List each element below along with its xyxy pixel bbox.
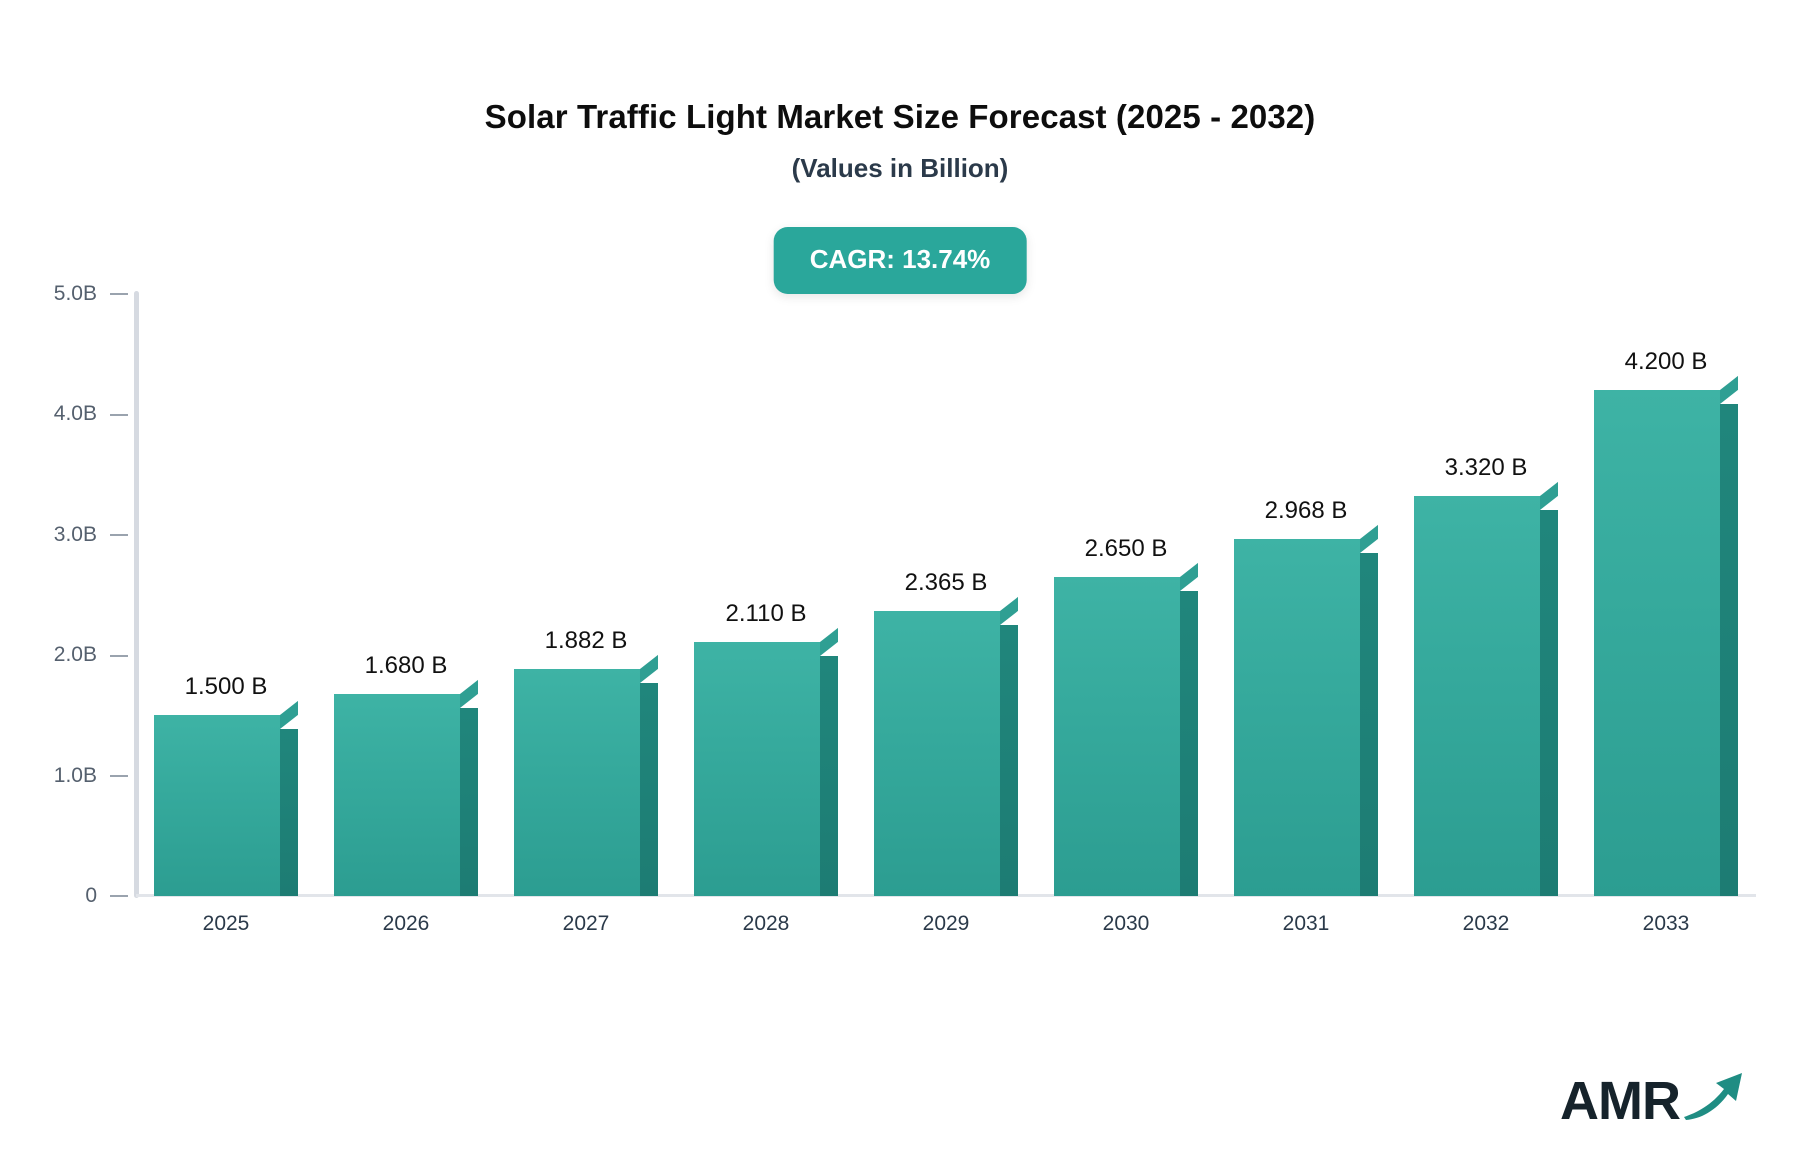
bar-front-face <box>1234 538 1360 896</box>
x-axis-tick-label: 2026 <box>382 912 430 935</box>
bar-top-face <box>460 679 478 708</box>
bar-top-face <box>640 655 658 684</box>
bar-value-label: 2.968 B <box>1264 496 1348 524</box>
bar-front-face <box>1414 496 1540 896</box>
bar-side-face <box>1720 404 1738 896</box>
bar <box>694 627 838 896</box>
y-axis-tick-label: 3.0B <box>53 522 97 546</box>
bar-front-face <box>1054 576 1180 896</box>
y-axis-tick: 2.0B <box>0 643 128 667</box>
y-axis-tick-label: 1.0B <box>53 763 97 787</box>
y-axis-tick-label: 0 <box>85 884 97 907</box>
bar-front-face <box>1594 390 1720 896</box>
trend-up-arrow-icon <box>1682 1067 1746 1126</box>
bar-front-face <box>334 693 460 896</box>
y-axis-tick-mark <box>110 895 128 898</box>
cagr-badge: CAGR: 13.74% <box>773 227 1027 294</box>
bar <box>1414 482 1558 896</box>
bar <box>334 679 478 896</box>
amr-logo: AMR <box>1560 1067 1746 1128</box>
bar <box>874 597 1018 896</box>
x-axis-tick-label: 2027 <box>562 912 610 935</box>
bar-group: 2.110 B 2028 <box>694 0 838 1156</box>
bar-value-label: 1.500 B <box>184 673 268 701</box>
bar-group: 4.200 B 2033 <box>1594 0 1738 1156</box>
bar <box>1594 376 1738 896</box>
bar-side-face <box>460 707 478 896</box>
bar <box>154 701 298 896</box>
bar-side-face <box>1180 590 1198 896</box>
bar-group: 2.365 B 2029 <box>874 0 1018 1156</box>
y-axis-tick-label: 5.0B <box>53 282 97 305</box>
y-axis-line <box>134 291 139 898</box>
y-axis-tick-mark <box>110 534 128 537</box>
x-axis-tick-label: 2025 <box>202 912 250 935</box>
bar <box>1234 524 1378 896</box>
y-axis-tick-label: 4.0B <box>53 402 97 426</box>
bar-side-face <box>820 655 838 896</box>
bar-side-face <box>640 683 658 896</box>
y-axis-tick: 4.0B <box>0 402 128 426</box>
bar-group: 1.500 B 2025 <box>154 0 298 1156</box>
bar-side-face <box>280 729 298 896</box>
bar-group: 1.882 B 2027 <box>514 0 658 1156</box>
x-axis-tick-label: 2032 <box>1462 912 1510 935</box>
x-axis-tick-label: 2029 <box>922 912 970 935</box>
bar-group: 1.680 B 2026 <box>334 0 478 1156</box>
bar-top-face <box>1540 482 1558 511</box>
x-axis-tick-label: 2028 <box>742 912 790 935</box>
bar-value-label: 2.365 B <box>904 569 988 597</box>
bar-value-label: 4.200 B <box>1624 348 1708 376</box>
bar <box>514 655 658 896</box>
logo-text: AMR <box>1560 1071 1681 1131</box>
y-axis-tick-mark <box>110 654 128 657</box>
bar-front-face <box>154 715 280 896</box>
bar-front-face <box>874 611 1000 896</box>
y-axis-tick: 1.0B <box>0 764 128 788</box>
y-axis-tick-mark <box>110 775 128 778</box>
y-axis-tick-mark <box>110 293 128 296</box>
bar-top-face <box>1000 597 1018 626</box>
y-axis-tick-label: 2.0B <box>53 643 97 667</box>
bar-top-face <box>1360 524 1378 553</box>
bar <box>1054 562 1198 896</box>
y-axis-tick-mark <box>110 413 128 416</box>
bar-side-face <box>1360 552 1378 896</box>
bar-value-label: 3.320 B <box>1444 454 1528 482</box>
bar-top-face <box>280 701 298 730</box>
x-axis-tick-label: 2031 <box>1282 912 1330 935</box>
y-axis-tick: 0 <box>0 884 128 908</box>
x-axis-tick-label: 2033 <box>1642 912 1690 935</box>
bar-side-face <box>1000 625 1018 896</box>
y-axis-tick: 3.0B <box>0 523 128 547</box>
bar-value-label: 2.110 B <box>725 599 807 627</box>
bar-top-face <box>820 627 838 656</box>
y-axis-tick: 5.0B <box>0 282 128 306</box>
bar-top-face <box>1180 562 1198 591</box>
x-axis-tick-label: 2030 <box>1102 912 1150 935</box>
bar-group: 3.320 B 2032 <box>1414 0 1558 1156</box>
bars-layer: 1.500 B 2025 1.680 B 2026 1.882 B 2027 2.110 B… <box>136 0 1756 1156</box>
bar-side-face <box>1540 510 1558 896</box>
bar-value-label: 2.650 B <box>1084 534 1168 562</box>
bar-top-face <box>1720 376 1738 405</box>
bar-value-label: 1.882 B <box>544 627 628 655</box>
bar-front-face <box>694 641 820 896</box>
bar-front-face <box>514 669 640 896</box>
bar-group: 2.650 B 2030 <box>1054 0 1198 1156</box>
bar-value-label: 1.680 B <box>364 651 448 679</box>
bar-group: 2.968 B 2031 <box>1234 0 1378 1156</box>
